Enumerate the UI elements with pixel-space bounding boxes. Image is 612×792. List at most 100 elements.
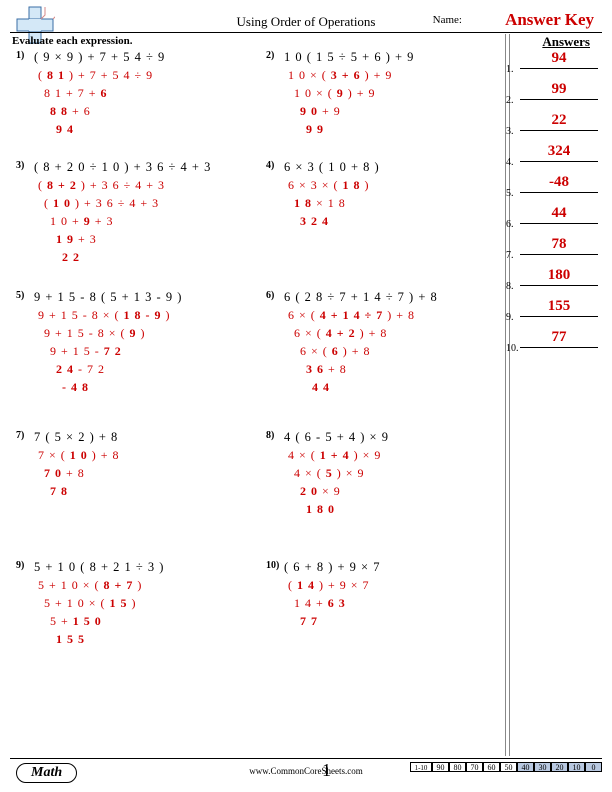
- solution-step: - 4 8: [62, 380, 258, 395]
- solution-step: ( 1 0 ) + 3 6 ÷ 4 + 3: [44, 196, 258, 211]
- solution-step: 1 8 × 1 8: [294, 196, 508, 211]
- problem-expression: 6 × 3 ( 1 0 + 8 ): [284, 160, 508, 175]
- solution-step: 3 6 + 8: [306, 362, 508, 377]
- score-cell: 50: [500, 762, 517, 772]
- answer-row: 6.44: [520, 205, 598, 232]
- answer-value: 77: [520, 329, 598, 348]
- problem-expression: 4 ( 6 - 5 + 4 ) × 9: [284, 430, 508, 445]
- answers-column: 1.942.993.224.3245.-486.447.788.1809.155…: [520, 50, 598, 360]
- solution-step: 9 + 1 5 - 8 × ( 1 8 - 9 ): [38, 308, 258, 323]
- solution-step: 8 1 + 7 + 6: [44, 86, 258, 101]
- problem-expression: 6 ( 2 8 ÷ 7 + 1 4 ÷ 7 ) + 8: [284, 290, 508, 305]
- solution-step: 5 + 1 5 0: [50, 614, 258, 629]
- solution-step: 5 + 1 0 × ( 8 + 7 ): [38, 578, 258, 593]
- answer-number: 8.: [506, 281, 514, 292]
- score-cell: 0: [585, 762, 602, 772]
- instruction-text: Evaluate each expression.: [12, 35, 133, 47]
- solution-step: 2 4 - 7 2: [56, 362, 258, 377]
- answer-value: 180: [520, 267, 598, 286]
- answer-number: 9.: [506, 312, 514, 323]
- solution-step: ( 8 + 2 ) + 3 6 ÷ 4 + 3: [38, 178, 258, 193]
- score-cell: 80: [449, 762, 466, 772]
- solution-step: 4 4: [312, 380, 508, 395]
- solution-step: 6 × ( 6 ) + 8: [300, 344, 508, 359]
- answer-number: 4.: [506, 157, 514, 168]
- answer-row: 3.22: [520, 112, 598, 139]
- problem-expression: ( 9 × 9 ) + 7 + 5 4 ÷ 9: [34, 50, 258, 65]
- answer-number: 3.: [506, 126, 514, 137]
- score-grid: 1-109080706050403020100: [410, 762, 602, 772]
- answer-row: 1.94: [520, 50, 598, 77]
- solution-step: 7 × ( 1 0 ) + 8: [38, 448, 258, 463]
- answer-value: 324: [520, 143, 598, 162]
- solution-step: 1 8 0: [306, 502, 508, 517]
- problem-number: 1): [16, 50, 24, 61]
- subject-pill: Math: [16, 763, 77, 783]
- solution-step: 9 + 1 5 - 7 2: [50, 344, 258, 359]
- solution-step: 2 0 × 9: [300, 484, 508, 499]
- score-range-label: 1-10: [410, 762, 432, 772]
- answer-number: 2.: [506, 95, 514, 106]
- score-cell: 20: [551, 762, 568, 772]
- page-number: 1: [322, 760, 331, 781]
- answer-number: 10.: [506, 343, 519, 354]
- answer-row: 7.78: [520, 236, 598, 263]
- problem: 2) 1 0 ( 1 5 ÷ 5 + 6 ) + 9 1 0 × ( 3 + 6 )…: [268, 50, 508, 137]
- solution-step: 9 9: [306, 122, 508, 137]
- answer-value: 78: [520, 236, 598, 255]
- answer-value: 44: [520, 205, 598, 224]
- problem-number: 8): [266, 430, 274, 441]
- score-cell: 40: [517, 762, 534, 772]
- name-label: Name:: [433, 14, 462, 26]
- answer-value: 22: [520, 112, 598, 131]
- problem-expression: 5 + 1 0 ( 8 + 2 1 ÷ 3 ): [34, 560, 258, 575]
- footer-url: www.CommonCoreSheets.com: [249, 766, 362, 776]
- solution-step: 8 8 + 6: [50, 104, 258, 119]
- score-cell: 10: [568, 762, 585, 772]
- problem: 9)5 + 1 0 ( 8 + 2 1 ÷ 3 )5 + 1 0 × ( 8 +…: [18, 560, 258, 647]
- solution-step: 9 + 1 5 - 8 × ( 9 ): [44, 326, 258, 341]
- problem-number: 3): [16, 160, 24, 171]
- answer-number: 1.: [506, 64, 514, 75]
- solution-step: 9 4: [56, 122, 258, 137]
- problem-number: 7): [16, 430, 24, 441]
- answer-number: 6.: [506, 219, 514, 230]
- problem-expression: 7 ( 5 × 2 ) + 8: [34, 430, 258, 445]
- answer-row: 8.180: [520, 267, 598, 294]
- solution-step: 3 2 4: [300, 214, 508, 229]
- answer-key-label: Answer Key: [505, 10, 594, 30]
- solution-step: 7 7: [300, 614, 508, 629]
- solution-step: 4 × ( 5 ) × 9: [294, 466, 508, 481]
- vertical-rule: [505, 34, 506, 756]
- problem-number: 2): [266, 50, 274, 61]
- answer-value: 99: [520, 81, 598, 100]
- problem-number: 6): [266, 290, 274, 301]
- solution-step: 2 2: [62, 250, 258, 265]
- problem: 7)7 ( 5 × 2 ) + 87 × ( 1 0 ) + 87 0 + 87…: [18, 430, 258, 499]
- solution-step: 4 × ( 1 + 4 ) × 9: [288, 448, 508, 463]
- solution-step: 6 × 3 × ( 1 8 ): [288, 178, 508, 193]
- problem-expression: 1 0 ( 1 5 ÷ 5 + 6 ) + 9: [284, 50, 508, 65]
- problem-number: 10): [266, 560, 279, 571]
- solution-step: 5 + 1 0 × ( 1 5 ): [44, 596, 258, 611]
- solution-step: 1 0 × ( 9 ) + 9: [294, 86, 508, 101]
- problem: 1) ( 9 × 9 ) + 7 + 5 4 ÷ 9 ( 8 1 ) + 7 + 5…: [18, 50, 258, 137]
- problem: 5)9 + 1 5 - 8 ( 5 + 1 3 - 9 )9 + 1 5 - 8…: [18, 290, 258, 395]
- answers-header: Answers: [542, 34, 590, 50]
- header-rule: [10, 32, 602, 33]
- solution-step: 1 0 × ( 3 + 6 ) + 9: [288, 68, 508, 83]
- score-cell: 70: [466, 762, 483, 772]
- footer: Math www.CommonCoreSheets.com 1 1-109080…: [10, 758, 602, 784]
- problem: 8) 4 ( 6 - 5 + 4 ) × 9 4 × ( 1 + 4 ) × 9 4 …: [268, 430, 508, 517]
- answer-row: 9.155: [520, 298, 598, 325]
- solution-step: ( 8 1 ) + 7 + 5 4 ÷ 9: [38, 68, 258, 83]
- vertical-rule: [509, 34, 510, 756]
- answer-value: 94: [520, 50, 598, 69]
- answer-value: -48: [520, 174, 598, 193]
- problem-expression: ( 8 + 2 0 ÷ 1 0 ) + 3 6 ÷ 4 + 3: [34, 160, 258, 175]
- problem: 3) ( 8 + 2 0 ÷ 1 0 ) + 3 6 ÷ 4 + 3 ( 8 + 2…: [18, 160, 258, 265]
- problem: 10)( 6 + 8 ) + 9 × 7( 1 4 ) + 9 × 71 4 +…: [268, 560, 508, 629]
- solution-step: 9 0 + 9: [300, 104, 508, 119]
- solution-step: 1 4 + 6 3: [294, 596, 508, 611]
- solution-step: ( 1 4 ) + 9 × 7: [288, 578, 508, 593]
